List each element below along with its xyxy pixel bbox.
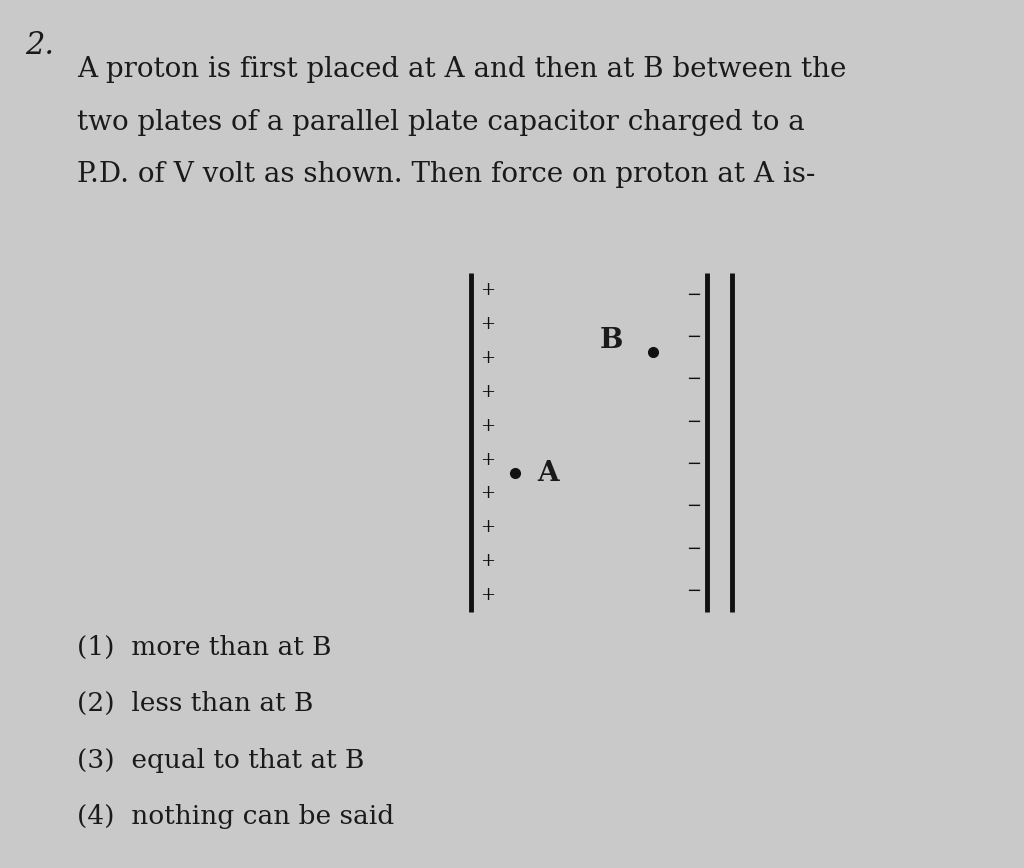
Text: −: − — [686, 497, 700, 515]
Text: B: B — [599, 326, 623, 354]
Text: (4)  nothing can be said: (4) nothing can be said — [77, 804, 394, 829]
Text: +: + — [480, 518, 495, 536]
Text: P.D. of V volt as shown. Then force on proton at A is-: P.D. of V volt as shown. Then force on p… — [77, 161, 815, 187]
Text: −: − — [686, 286, 700, 304]
Text: +: + — [480, 450, 495, 469]
Text: −: − — [686, 455, 700, 473]
Text: +: + — [480, 281, 495, 299]
Text: +: + — [480, 349, 495, 367]
Text: −: − — [686, 328, 700, 345]
Text: −: − — [686, 540, 700, 557]
Text: two plates of a parallel plate capacitor charged to a: two plates of a parallel plate capacitor… — [77, 108, 805, 135]
Text: −: − — [686, 582, 700, 600]
Text: (1)  more than at B: (1) more than at B — [77, 635, 332, 660]
Text: (2)  less than at B: (2) less than at B — [77, 691, 313, 716]
Text: +: + — [480, 484, 495, 503]
Text: A: A — [538, 459, 559, 487]
Text: +: + — [480, 315, 495, 333]
Text: −: − — [686, 412, 700, 431]
Text: +: + — [480, 383, 495, 401]
Text: +: + — [480, 586, 495, 604]
Text: +: + — [480, 552, 495, 570]
Text: (3)  equal to that at B: (3) equal to that at B — [77, 747, 365, 773]
Text: −: − — [686, 371, 700, 388]
Text: A proton is first placed at A and then at B between the: A proton is first placed at A and then a… — [77, 56, 846, 83]
Text: +: + — [480, 417, 495, 435]
Text: 2.: 2. — [26, 30, 54, 62]
